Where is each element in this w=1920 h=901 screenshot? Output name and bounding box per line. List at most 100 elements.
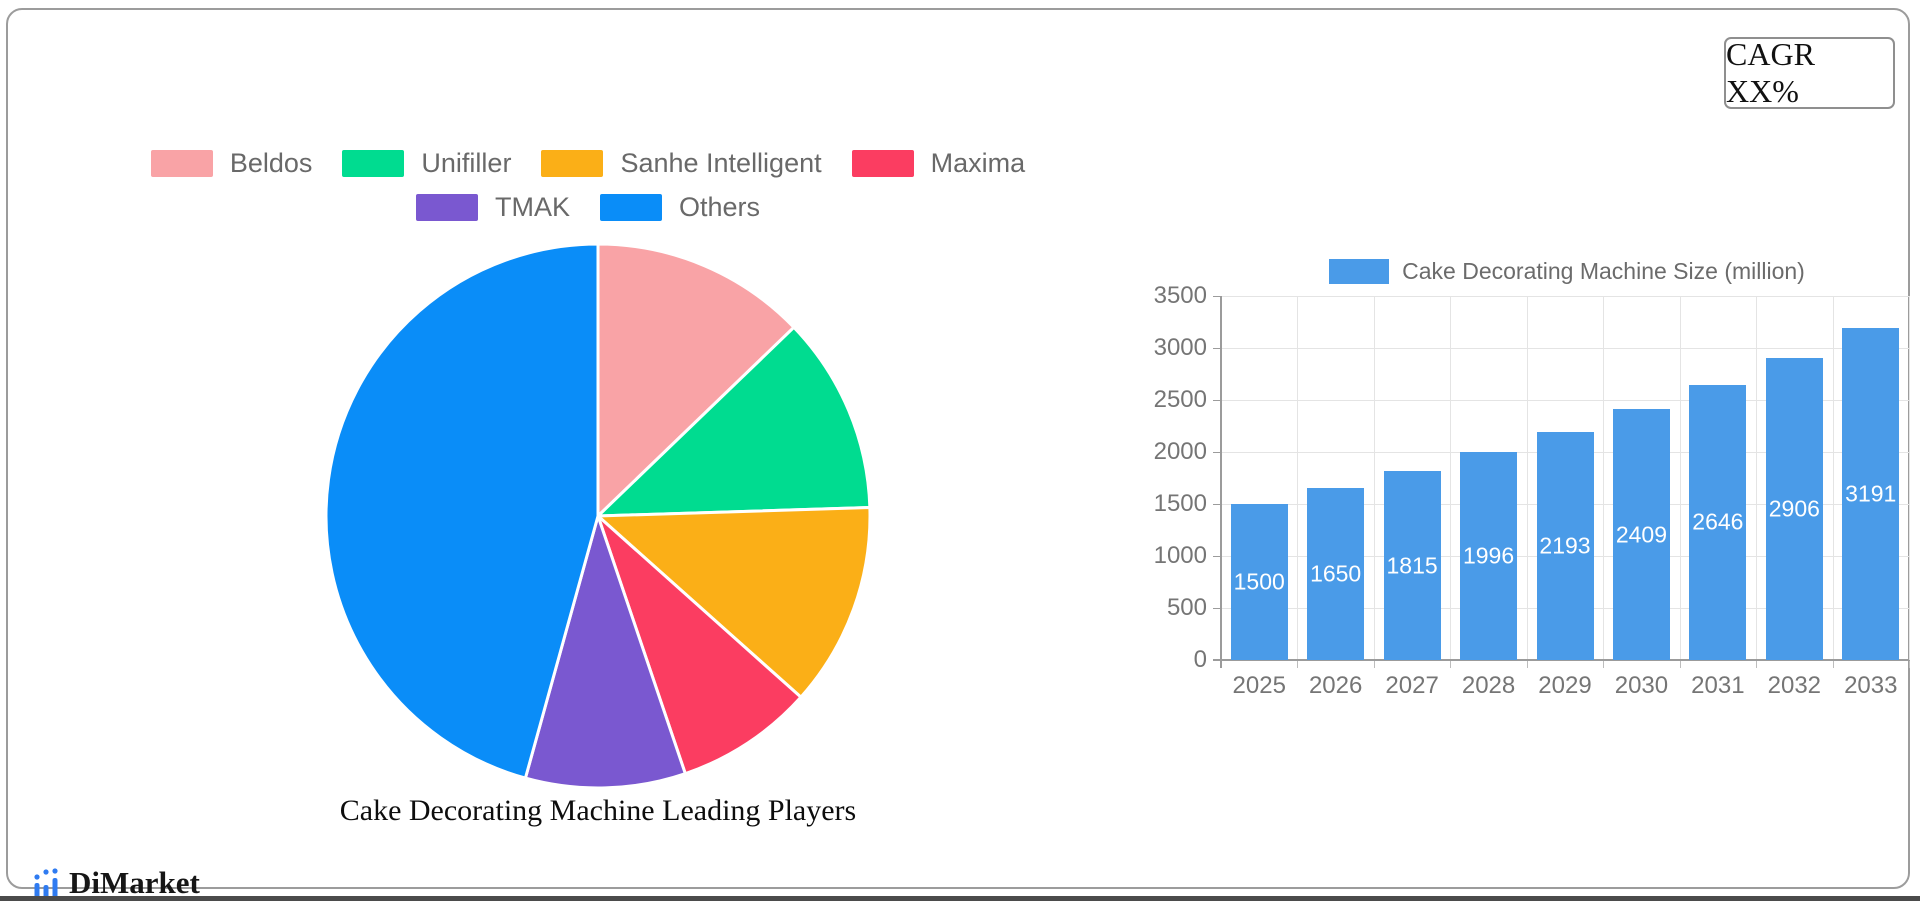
- legend-label: Unifiller: [421, 148, 512, 178]
- x-axis-tick: [1756, 661, 1758, 668]
- legend-label: Sanhe Intelligent: [620, 148, 822, 178]
- bar-legend: Cake Decorating Machine Size (million): [1221, 258, 1913, 285]
- x-axis-tick: [1526, 661, 1528, 668]
- y-axis-label: 0: [1193, 646, 1207, 673]
- x-axis-tick: [1909, 661, 1910, 668]
- pie-title: Cake Decorating Machine Leading Players: [339, 794, 857, 827]
- y-axis-label: 3500: [1153, 282, 1207, 309]
- y-axis-label: 1500: [1153, 490, 1207, 517]
- pie-slice-beldos: [596, 242, 796, 518]
- pie-legend-row: Beldos Unifiller Sanhe Intelligent Maxima: [48, 148, 1128, 179]
- bar-2025: 1500: [1230, 504, 1288, 660]
- gridline: [1450, 296, 1452, 660]
- legend-item-maxima: Maxima: [851, 148, 1026, 179]
- window-bottom-edge: [0, 896, 1920, 901]
- legend-item-tmak: TMAK: [415, 192, 570, 223]
- bar-legend-label: Cake Decorating Machine Size (million): [1402, 258, 1805, 284]
- x-axis-line: [1213, 659, 1909, 661]
- bar-2031: 2646: [1689, 384, 1747, 660]
- bar-2030: 2409: [1612, 409, 1670, 660]
- gridline: [1909, 296, 1910, 660]
- y-axis-label: 2000: [1153, 438, 1207, 465]
- legend-item-beldos: Beldos: [150, 148, 313, 179]
- brand-name: DiMarket: [69, 865, 200, 900]
- legend-swatch: [851, 150, 914, 177]
- logo-bar-3: [52, 878, 58, 898]
- legend-swatch: [150, 150, 213, 177]
- gridline: [1221, 296, 1909, 297]
- cagr-badge: CAGR XX%: [1724, 36, 1895, 109]
- bar-value-label: 2906: [1768, 495, 1820, 522]
- gridline: [1679, 296, 1681, 660]
- bar-2032: 2906: [1765, 357, 1823, 660]
- y-axis-label: 2500: [1153, 386, 1207, 413]
- y-axis-label: 3000: [1153, 334, 1207, 361]
- pie-slice-sanhe-intelligent: [596, 505, 872, 699]
- y-axis-tick: [1213, 348, 1220, 349]
- x-axis-label: 2032: [1767, 672, 1822, 699]
- brand-logo: DiMarket: [33, 865, 200, 901]
- bar-value-label: 2646: [1692, 508, 1744, 535]
- bar-2028: 1996: [1460, 452, 1518, 660]
- gridline: [1526, 296, 1528, 660]
- legend-swatch: [541, 150, 604, 177]
- bar-2026: 1650: [1307, 488, 1365, 660]
- bar-value-label: 3191: [1845, 480, 1897, 507]
- y-axis-tick: [1213, 400, 1220, 401]
- pie-legend: Beldos Unifiller Sanhe Intelligent Maxima TM…: [48, 148, 1128, 223]
- gridline: [1221, 400, 1909, 401]
- bar-2033: 3191: [1842, 328, 1900, 660]
- pie-slice-others: [324, 242, 600, 780]
- legend-label: Others: [678, 192, 761, 222]
- legend-item-sanhe-intelligent: Sanhe Intelligent: [541, 148, 822, 179]
- legend-swatch: [415, 194, 478, 221]
- logo-dot-1: [34, 874, 40, 880]
- bar-chart: 0 500 1000 1500 2000 2500 3000 3500 1500 2025 1650…: [1154, 284, 1910, 699]
- x-axis-tick: [1297, 661, 1299, 668]
- x-axis-label: 2026: [1308, 672, 1363, 699]
- gridline: [1756, 296, 1758, 660]
- gridline: [1373, 296, 1375, 660]
- pie-slice-maxima: [596, 514, 803, 776]
- x-axis-tick: [1373, 661, 1375, 668]
- gridline: [1297, 296, 1299, 660]
- bar-value-label: 1996: [1462, 542, 1515, 569]
- x-axis-label: 2025: [1232, 672, 1286, 699]
- gridline: [1832, 296, 1834, 660]
- pie-legend-row: TMAK Others: [48, 192, 1128, 223]
- x-axis-label: 2027: [1385, 672, 1439, 699]
- legend-item-unifiller: Unifiller: [342, 148, 511, 179]
- legend-label: Maxima: [930, 148, 1026, 178]
- y-axis-tick: [1213, 296, 1220, 297]
- y-axis-tick: [1213, 504, 1220, 505]
- legend-label: Beldos: [229, 148, 313, 178]
- x-axis-label: 2033: [1844, 672, 1898, 699]
- logo-dot-3: [52, 868, 58, 874]
- pie-slice-tmak: [523, 514, 687, 790]
- report-card: CAGR XX% Beldos Unifiller Sanhe Intelligen…: [6, 8, 1913, 900]
- bar-value-label: 1815: [1386, 552, 1438, 579]
- x-axis-label: 2031: [1691, 672, 1745, 699]
- x-axis-tick: [1450, 661, 1452, 668]
- x-axis-tick: [1679, 661, 1681, 668]
- bar-value-label: 2409: [1615, 521, 1668, 548]
- pie-slice-unifiller: [596, 325, 872, 518]
- y-axis-tick: [1213, 452, 1220, 453]
- bar-value-label: 1650: [1310, 560, 1362, 587]
- x-axis-tick: [1603, 661, 1605, 668]
- y-axis-tick: [1213, 608, 1220, 609]
- gridline: [1603, 296, 1605, 660]
- bar-legend-swatch: [1329, 259, 1390, 284]
- y-axis-tick: [1213, 556, 1220, 557]
- legend-label: TMAK: [494, 192, 570, 222]
- x-axis-label: 2029: [1538, 672, 1592, 699]
- bar-2029: 2193: [1536, 431, 1594, 660]
- x-axis-label: 2030: [1614, 672, 1669, 699]
- cagr-label: CAGR XX%: [1726, 36, 1815, 109]
- x-axis-tick: [1832, 661, 1834, 668]
- logo-bar-2: [43, 885, 49, 898]
- pie-chart: [324, 242, 872, 790]
- logo-dot-2: [43, 869, 49, 875]
- legend-swatch: [599, 194, 662, 221]
- bar-value-label: 2193: [1539, 532, 1591, 559]
